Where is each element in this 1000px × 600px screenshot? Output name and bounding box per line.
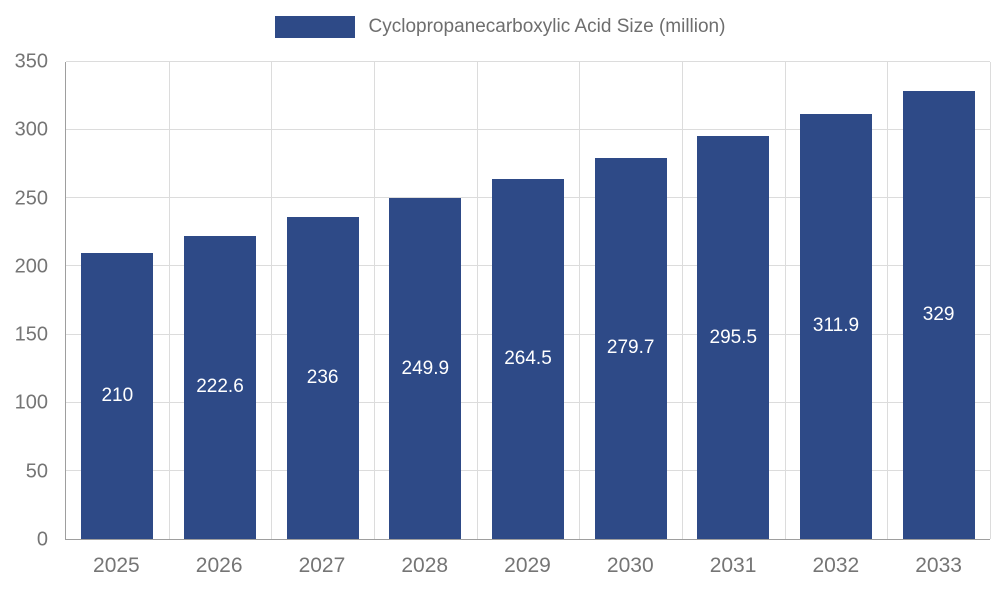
gridline-v — [681, 62, 683, 539]
plot-area: 210 222.6 236 249.9 264.5 279.7 295.5 311.9 329 — [65, 61, 991, 540]
x-tick-label: 2031 — [709, 554, 757, 577]
y-tick-label: 200 — [14, 255, 48, 278]
bar-value-label: 222.6 — [196, 376, 244, 398]
gridline-h — [66, 129, 990, 131]
y-tick-label: 300 — [14, 118, 48, 141]
gridline-v — [168, 62, 170, 539]
gridline-v — [887, 62, 889, 539]
gridline-v — [990, 62, 991, 539]
y-tick-label: 250 — [14, 187, 48, 210]
bar: 222.6 — [184, 235, 256, 539]
bar-value-label: 329 — [922, 303, 955, 325]
x-tick-label: 2029 — [504, 554, 551, 577]
x-tick-label: 2027 — [298, 554, 346, 577]
gridline-v — [784, 62, 786, 539]
x-tick-label: 2033 — [915, 554, 962, 577]
bar: 236 — [286, 217, 359, 539]
bar: 279.7 — [594, 157, 667, 539]
legend-swatch[interactable] — [274, 16, 355, 38]
x-tick-label: 2032 — [812, 554, 860, 577]
y-tick-label: 50 — [25, 460, 48, 483]
bar-value-label: 279.7 — [606, 337, 655, 359]
y-tick-label: 0 — [36, 528, 48, 551]
gridline-v — [579, 62, 581, 539]
bar-value-label: 236 — [306, 367, 339, 389]
bar-value-label: 264.5 — [504, 347, 552, 369]
bar: 311.9 — [800, 113, 872, 539]
y-tick-label: 100 — [14, 391, 48, 414]
y-tick-label: 350 — [14, 50, 48, 73]
bar-value-label: 311.9 — [812, 315, 860, 337]
gridline-h — [66, 61, 990, 62]
legend-label[interactable]: Cyclopropanecarboxylic Acid Size (millio… — [368, 16, 726, 37]
gridline-v — [373, 62, 375, 539]
bar: 249.9 — [389, 198, 462, 539]
bar: 329 — [902, 90, 975, 539]
y-axis: 0 50 100 150 200 250 300 350 — [0, 51, 56, 551]
y-tick-label: 150 — [14, 323, 48, 346]
bar: 264.5 — [492, 178, 564, 539]
bar-value-label: 210 — [101, 384, 134, 406]
bar: 210 — [81, 252, 154, 539]
x-tick-label: 2026 — [195, 554, 243, 577]
x-tick-label: 2030 — [606, 554, 654, 577]
bar-value-label: 249.9 — [401, 357, 450, 379]
x-axis: 2025 2026 2027 2028 2029 2030 2031 2032 2033 — [65, 548, 990, 584]
gridline-v — [271, 62, 273, 539]
gridline-v — [476, 62, 478, 539]
legend[interactable]: Cyclopropanecarboxylic Acid Size (millio… — [0, 16, 1000, 38]
bar-value-label: 295.5 — [709, 326, 758, 348]
x-tick-label: 2028 — [401, 554, 449, 577]
x-tick-label: 2025 — [93, 554, 140, 577]
bar: 295.5 — [697, 136, 770, 539]
